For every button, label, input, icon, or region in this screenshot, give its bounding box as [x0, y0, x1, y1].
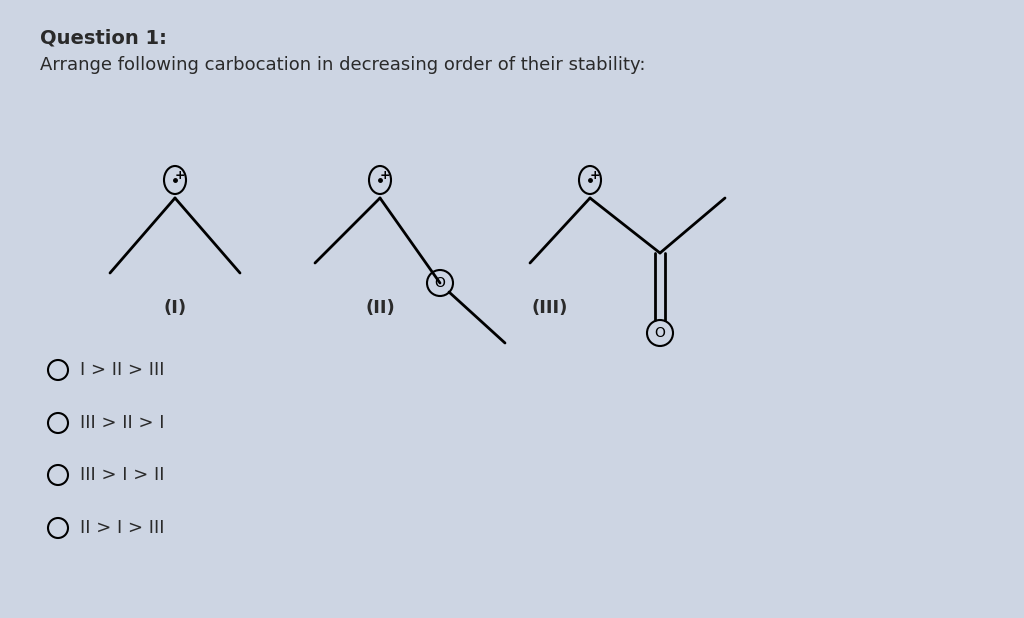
Text: +: + [380, 169, 390, 182]
Text: O: O [654, 326, 666, 340]
Text: +: + [175, 169, 185, 182]
Text: +: + [590, 169, 600, 182]
Text: III > I > II: III > I > II [80, 466, 165, 484]
Text: I > II > III: I > II > III [80, 361, 165, 379]
Text: Question 1:: Question 1: [40, 28, 167, 47]
Text: (III): (III) [531, 299, 568, 317]
Text: III > II > I: III > II > I [80, 414, 165, 432]
Text: (II): (II) [366, 299, 395, 317]
Text: Arrange following carbocation in decreasing order of their stability:: Arrange following carbocation in decreas… [40, 56, 645, 74]
Text: O: O [434, 276, 445, 290]
Text: II > I > III: II > I > III [80, 519, 165, 537]
Text: (I): (I) [164, 299, 186, 317]
